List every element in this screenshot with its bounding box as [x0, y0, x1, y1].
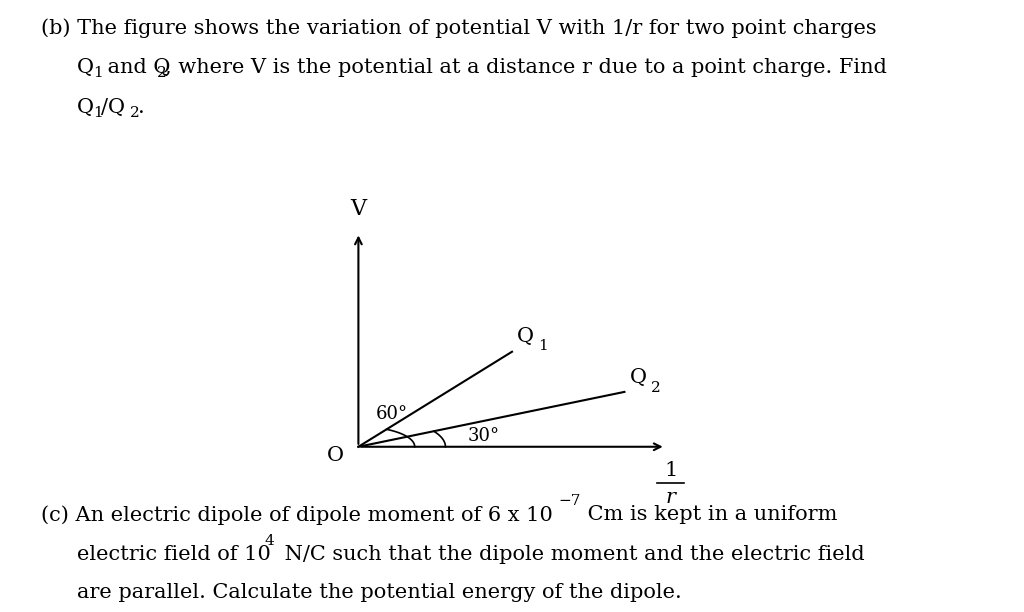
Text: (c) An electric dipole of dipole moment of 6 x 10: (c) An electric dipole of dipole moment … [41, 505, 553, 524]
Text: /Q: /Q [100, 98, 125, 117]
Text: 60°: 60° [376, 405, 408, 423]
Text: 1: 1 [664, 461, 678, 480]
Text: (b) The figure shows the variation of potential V with 1/r for two point charges: (b) The figure shows the variation of po… [41, 18, 877, 38]
Text: 1: 1 [539, 339, 549, 353]
Text: 2: 2 [158, 66, 167, 80]
Text: O: O [328, 446, 344, 466]
Text: , where V is the potential at a distance r due to a point charge. Find: , where V is the potential at a distance… [165, 58, 887, 77]
Text: .: . [137, 98, 144, 117]
Text: are parallel. Calculate the potential energy of the dipole.: are parallel. Calculate the potential en… [77, 583, 682, 602]
Text: 2: 2 [129, 106, 139, 120]
Text: Q: Q [517, 327, 535, 346]
Text: V: V [350, 198, 367, 220]
Text: Q: Q [77, 58, 94, 77]
Text: r: r [666, 488, 676, 507]
Text: electric field of 10: electric field of 10 [77, 545, 270, 564]
Text: Q: Q [630, 368, 646, 387]
Text: 1: 1 [92, 66, 102, 80]
Text: Q: Q [77, 98, 94, 117]
Text: Cm is kept in a uniform: Cm is kept in a uniform [581, 505, 837, 524]
Text: N/C such that the dipole moment and the electric field: N/C such that the dipole moment and the … [278, 545, 864, 564]
Text: 2: 2 [651, 381, 660, 395]
Text: 4: 4 [264, 534, 274, 548]
Text: −7: −7 [558, 494, 581, 508]
Text: 1: 1 [92, 106, 102, 120]
Text: and Q: and Q [100, 58, 170, 77]
Text: 30°: 30° [467, 427, 500, 446]
